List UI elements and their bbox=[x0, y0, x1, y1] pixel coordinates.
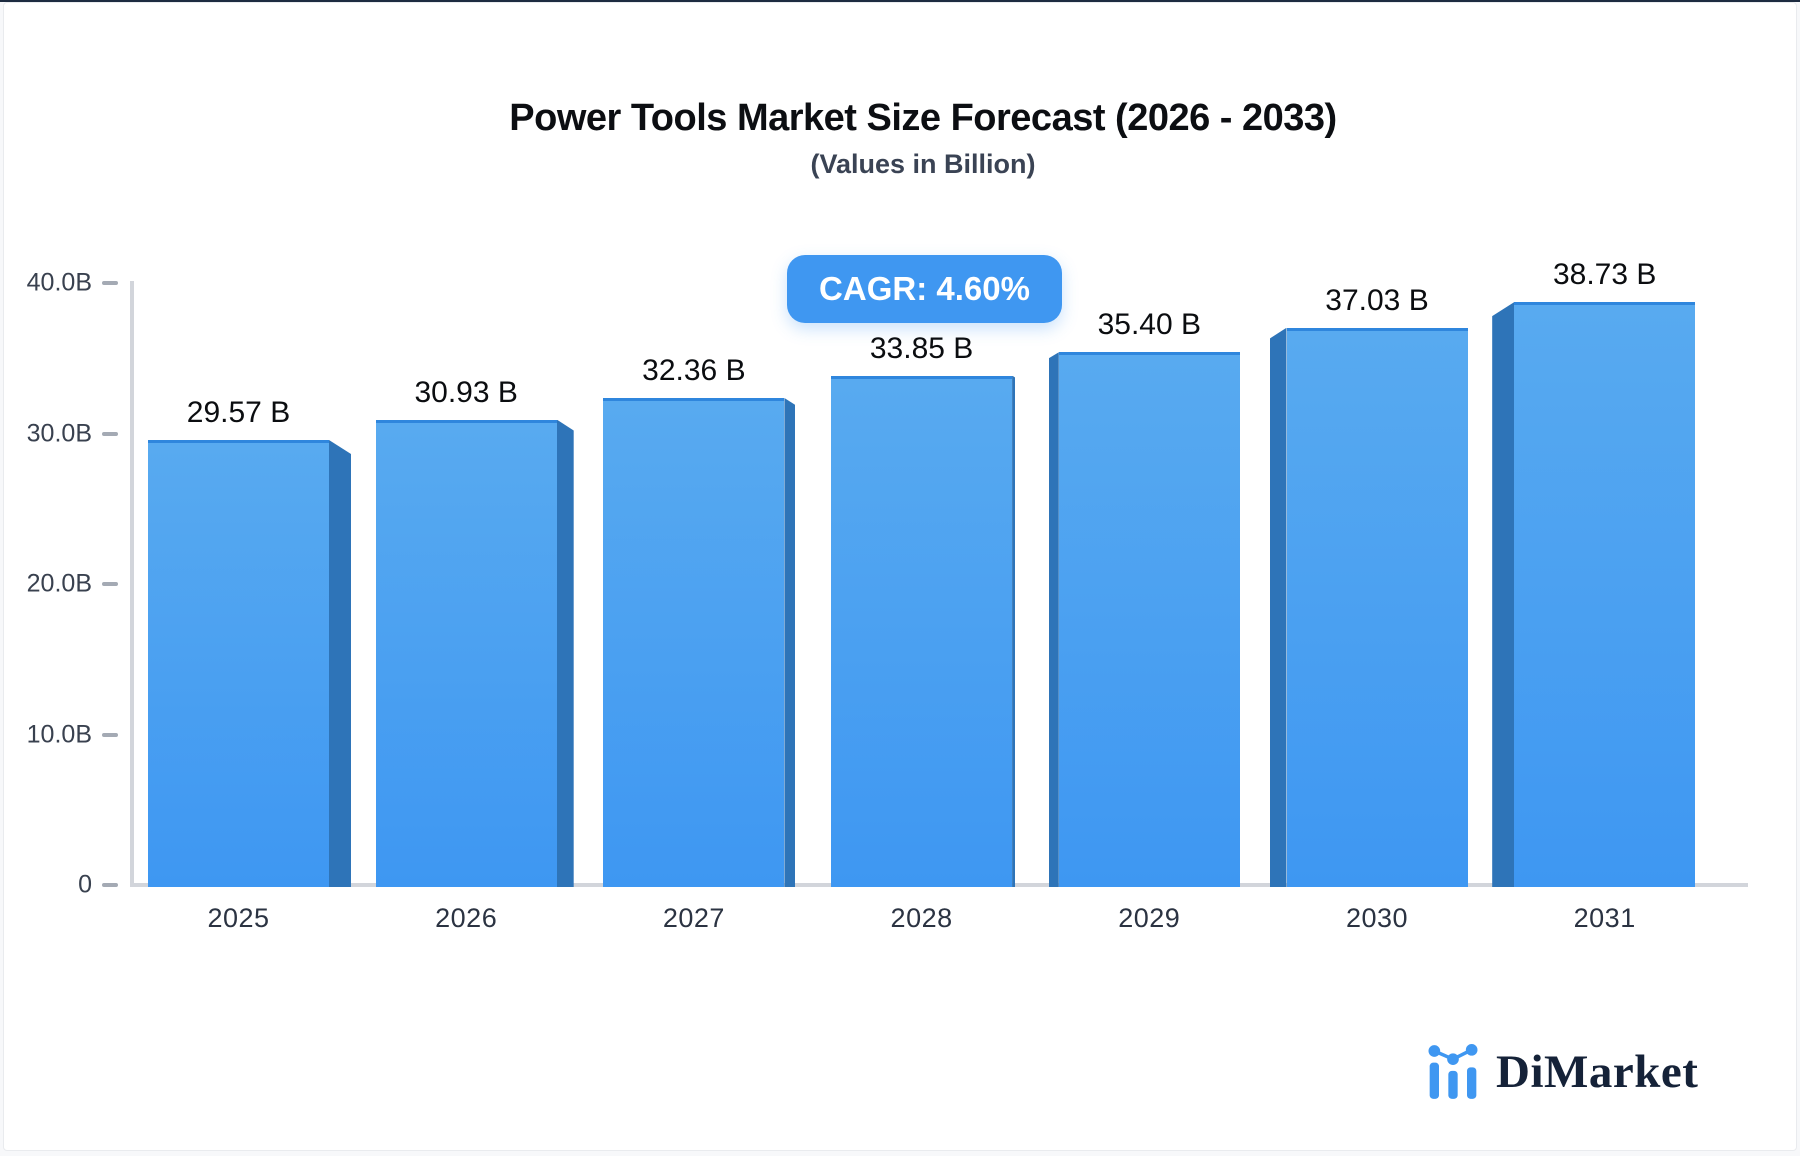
y-axis-tick bbox=[102, 582, 118, 586]
x-axis-category-label: 2029 bbox=[1118, 903, 1181, 933]
y-axis-tick bbox=[102, 281, 118, 285]
bar-value-label: 35.40 B bbox=[1097, 308, 1201, 342]
window-top-edge bbox=[0, 0, 1800, 2]
x-axis-category-label: 2025 bbox=[207, 903, 270, 933]
bar bbox=[831, 375, 1013, 887]
y-axis-tick bbox=[102, 732, 118, 737]
dimarket-logo: DiMarket bbox=[1424, 1044, 1698, 1100]
y-axis-line bbox=[130, 281, 134, 887]
bar bbox=[603, 397, 785, 887]
x-axis-category-label: 2031 bbox=[1573, 903, 1636, 933]
bar-side-face bbox=[329, 439, 351, 887]
x-axis-category-label: 2028 bbox=[890, 903, 953, 933]
bar-value-label: 33.85 B bbox=[869, 331, 974, 365]
y-axis-tick bbox=[102, 883, 118, 887]
bar bbox=[375, 419, 557, 887]
x-axis-category-label: 2027 bbox=[662, 903, 725, 933]
cagr-badge: CAGR: 4.60% bbox=[787, 255, 1062, 323]
chart-subtitle: (Values in Billion) bbox=[810, 149, 1036, 179]
logo-text: DiMarket bbox=[1496, 1046, 1699, 1098]
bar-value-label: 38.73 B bbox=[1552, 258, 1657, 292]
bar-value-label: 37.03 B bbox=[1325, 283, 1429, 317]
y-axis-tick bbox=[102, 431, 118, 436]
bar-value-label: 32.36 B bbox=[642, 353, 746, 387]
bar bbox=[1058, 352, 1240, 887]
x-axis-category-label: 2030 bbox=[1345, 903, 1409, 933]
x-axis-category-label: 2026 bbox=[435, 903, 498, 933]
bar-side-face bbox=[1048, 352, 1059, 887]
bar bbox=[148, 439, 329, 887]
bar-side-face bbox=[1269, 327, 1287, 887]
y-axis-tick-label: 0 bbox=[78, 870, 92, 899]
bar-side-face bbox=[1492, 302, 1515, 887]
bar bbox=[1286, 327, 1468, 887]
bar-value-label: 29.57 B bbox=[186, 395, 291, 429]
y-axis-tick-label: 10.0B bbox=[26, 720, 92, 748]
y-axis-tick-label: 20.0B bbox=[26, 569, 92, 598]
bar-side-face bbox=[784, 397, 796, 887]
y-axis-tick-label: 30.0B bbox=[26, 419, 92, 447]
bar-value-label: 30.93 B bbox=[414, 375, 518, 409]
mini-bar-chart-icon bbox=[1424, 1044, 1482, 1100]
bar-side-face bbox=[556, 419, 574, 887]
bar bbox=[1514, 302, 1696, 887]
y-axis-tick-label: 40.0B bbox=[26, 268, 92, 297]
chart-title: Power Tools Market Size Forecast (2026 -… bbox=[509, 97, 1337, 139]
bar-side-face bbox=[1012, 375, 1016, 887]
